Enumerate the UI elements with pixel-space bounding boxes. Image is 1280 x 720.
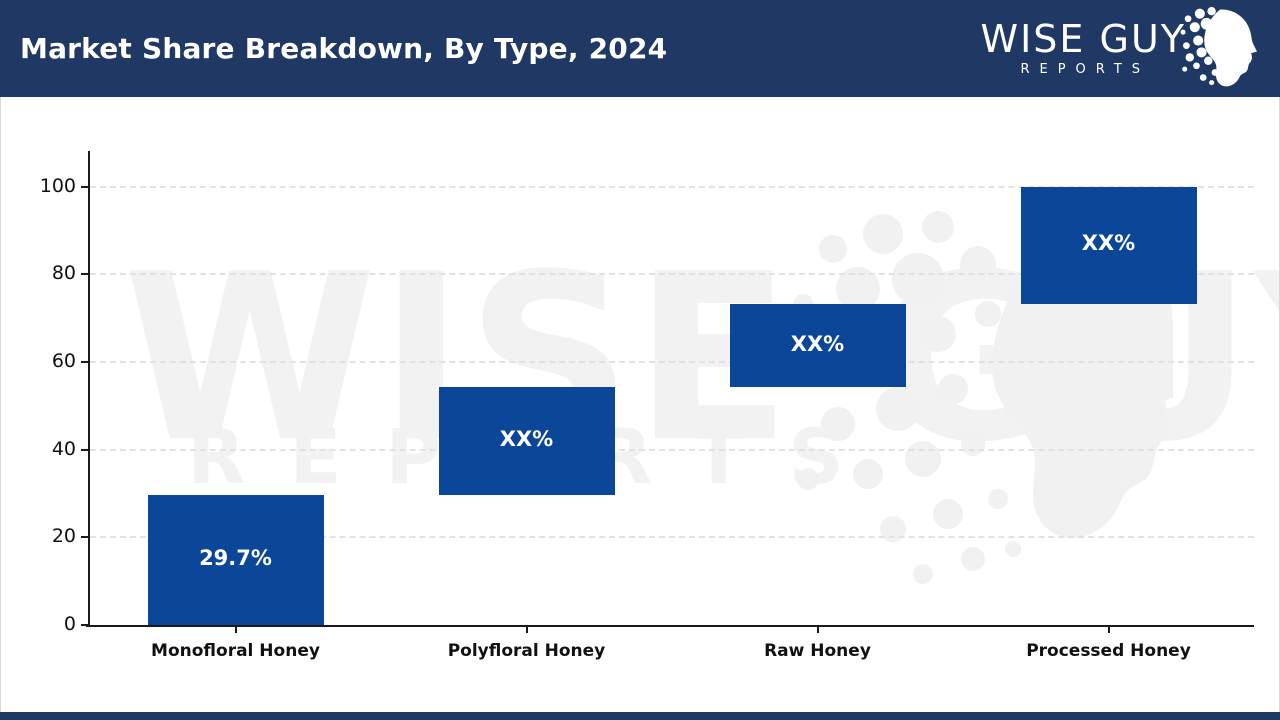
y-tick-0 <box>81 624 90 626</box>
y-tick-60 <box>81 361 90 364</box>
gridline-80 <box>90 273 1254 276</box>
logo-line2: REPORTS <box>1020 62 1151 77</box>
x-tick-3 <box>1107 625 1110 633</box>
x-axis-line <box>86 625 1254 627</box>
y-axis-line <box>88 151 90 627</box>
y-tick-label-100: 100 <box>39 174 76 197</box>
bar-raw-honey <box>729 304 906 387</box>
bar-value-label: XX% <box>790 331 845 356</box>
wise-guy-reports-logo: WISE GUY REPORTS <box>981 6 1262 91</box>
gridline-100 <box>90 185 1254 188</box>
y-tick-100 <box>81 185 90 188</box>
x-tick-2 <box>816 625 819 633</box>
header: Market Share Breakdown, By Type, 2024 WI… <box>0 0 1280 97</box>
y-tick-label-80: 80 <box>51 262 76 285</box>
bar-monofloral-honey <box>147 494 324 625</box>
bar-value-label: 29.7% <box>199 545 272 570</box>
category-label: Processed Honey <box>1026 641 1191 661</box>
wiseguy-face-icon <box>1180 6 1257 86</box>
footer-bar <box>0 712 1280 720</box>
category-label: Polyfloral Honey <box>447 641 606 661</box>
chart-canvas: WISE GUY REPORTS 02040608010029.7%Monofl… <box>0 97 1280 712</box>
page-title: Market Share Breakdown, By Type, 2024 <box>20 32 668 65</box>
gridline-60 <box>90 361 1254 364</box>
y-tick-80 <box>81 273 90 276</box>
gridline-40 <box>90 448 1254 451</box>
bar-polyfloral-honey <box>438 387 615 495</box>
gridline-20 <box>90 536 1254 539</box>
y-tick-label-40: 40 <box>51 437 76 460</box>
logo-wordmark: WISE GUY REPORTS <box>981 20 1186 77</box>
bar-value-label: XX% <box>499 426 554 451</box>
category-label: Raw Honey <box>764 641 871 661</box>
logo-line1: WISE GUY <box>980 17 1186 61</box>
x-tick-1 <box>525 625 528 633</box>
x-tick-0 <box>234 625 237 633</box>
category-label: Monofloral Honey <box>151 641 320 661</box>
bar-processed-honey <box>1020 186 1197 305</box>
watermark-face-icon <box>793 211 1173 584</box>
y-tick-label-20: 20 <box>51 525 76 548</box>
y-tick-label-60: 60 <box>51 350 76 373</box>
y-tick-40 <box>81 448 90 451</box>
y-tick-20 <box>81 536 90 539</box>
y-tick-label-0: 0 <box>63 613 76 635</box>
bar-value-label: XX% <box>1081 231 1136 256</box>
